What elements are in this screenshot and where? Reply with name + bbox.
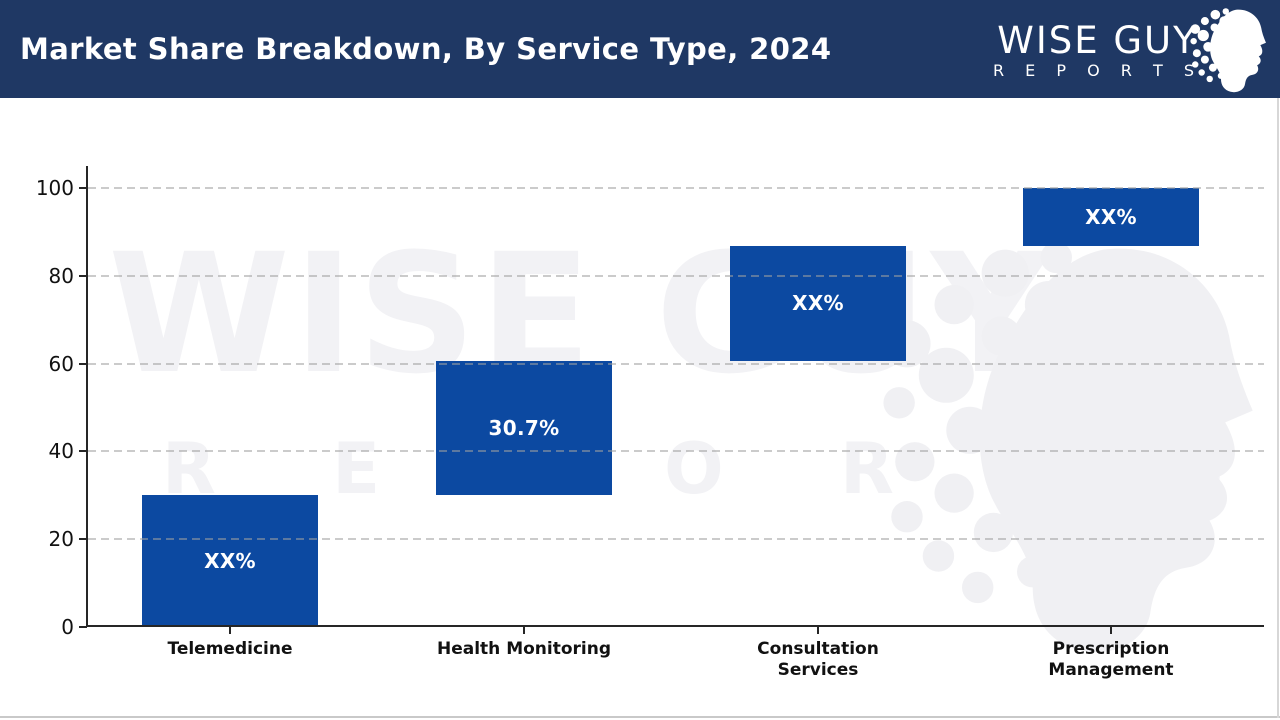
bottom-border [0, 716, 1280, 718]
y-tick-20 [79, 538, 87, 541]
chart-title: Market Share Breakdown, By Service Type,… [20, 32, 832, 66]
category-label-prescription-management: Prescription Management [1048, 639, 1174, 680]
y-tick-0 [79, 626, 87, 628]
bar-value-label-prescription-management: XX% [1085, 204, 1137, 229]
gridline-20 [88, 538, 1264, 541]
y-tick-label-0: 0 [61, 615, 74, 639]
bar-value-label-consultation-services: XX% [792, 291, 844, 315]
category-label-consultation-services: Consultation Services [757, 639, 879, 680]
y-tick-80 [79, 274, 87, 277]
bar-health-monitoring: 30.7% [436, 360, 612, 496]
y-tick-60 [79, 362, 87, 365]
gridline-60 [88, 362, 1264, 365]
right-border [1277, 98, 1279, 718]
bar-telemedicine: XX% [142, 495, 318, 627]
x-tick-telemedicine [229, 627, 231, 634]
header-bar: Market Share Breakdown, By Service Type,… [0, 0, 1280, 98]
brand-name-text: WISE GUY [997, 18, 1198, 62]
plot-area: WISE GUY R E P O R T S 0 20 40 60 80 100 XX% 30… [0, 98, 1280, 720]
x-axis-line [86, 625, 1264, 627]
watermark-face-logo [883, 241, 1253, 653]
brand-wordmark: WISE GUY R E P O R T S [992, 18, 1202, 80]
x-tick-prescription-management [1110, 627, 1112, 634]
y-tick-label-100: 100 [35, 176, 74, 200]
y-axis-line [86, 166, 88, 627]
bar-prescription-management: XX% [1023, 188, 1199, 246]
gridline-80 [88, 274, 1264, 277]
bar-value-label-health-monitoring: 30.7% [488, 415, 560, 440]
y-tick-label-60: 60 [48, 351, 74, 376]
y-tick-label-20: 20 [48, 527, 74, 552]
brand-subtitle-text: R E P O R T S [992, 60, 1202, 80]
gridline-40 [88, 450, 1264, 453]
y-tick-label-80: 80 [48, 263, 74, 288]
brand-logo: WISE GUY R E P O R T S [993, 4, 1270, 96]
gridline-100 [88, 187, 1264, 189]
x-tick-health-monitoring [523, 627, 525, 634]
category-label-health-monitoring: Health Monitoring [436, 639, 612, 659]
y-tick-100 [79, 187, 87, 189]
y-tick-40 [79, 450, 87, 453]
bar-value-label-telemedicine: XX% [204, 549, 256, 574]
y-tick-label-40: 40 [48, 439, 74, 464]
bar-consultation-services: XX% [730, 245, 906, 361]
brand-face-icon [1190, 8, 1266, 93]
x-tick-consultation-services [817, 627, 819, 634]
category-label-telemedicine: Telemedicine [167, 639, 293, 659]
